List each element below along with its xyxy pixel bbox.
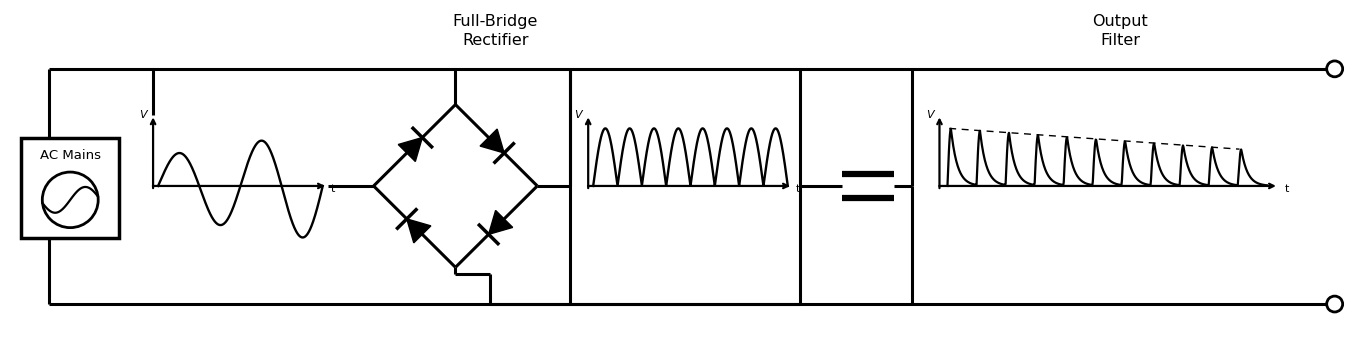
Polygon shape: [407, 219, 431, 243]
Circle shape: [42, 172, 98, 228]
Polygon shape: [480, 129, 504, 153]
Text: V: V: [139, 109, 146, 119]
Circle shape: [1327, 296, 1342, 312]
Text: AC Mains: AC Mains: [40, 149, 101, 162]
Circle shape: [1327, 61, 1342, 77]
Bar: [22, 138, 119, 238]
Polygon shape: [398, 138, 422, 161]
Text: Output
Filter: Output Filter: [1092, 14, 1148, 48]
Text: Full-Bridge
Rectifier: Full-Bridge Rectifier: [452, 14, 539, 48]
Text: t: t: [331, 184, 335, 194]
Polygon shape: [488, 210, 513, 234]
Text: V: V: [925, 109, 934, 119]
Text: V: V: [574, 109, 582, 119]
Text: t: t: [796, 184, 800, 194]
Text: t: t: [1285, 184, 1289, 194]
